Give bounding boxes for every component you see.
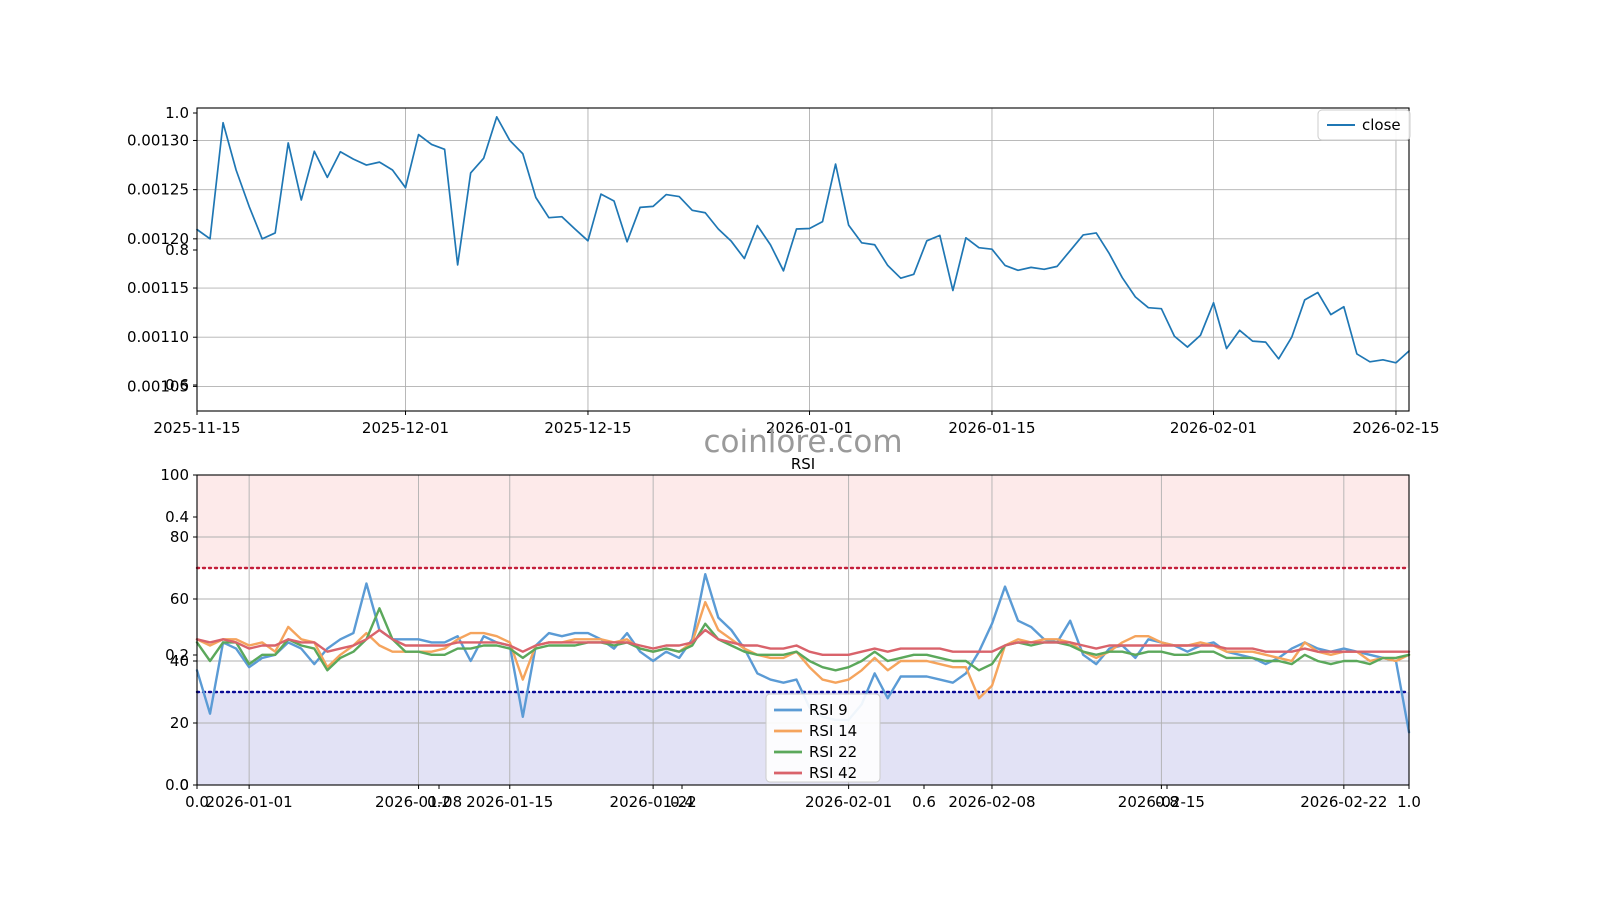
- price-x-tick-label: 2026-02-15: [1352, 419, 1439, 437]
- price-x-tick-label: 2026-01-01: [766, 419, 853, 437]
- rsi-x-tick-label-secondary: 0.4: [670, 793, 694, 811]
- rsi-y-axis: 0 20 40 60 80 100 0.0 0.2 0.4: [160, 466, 197, 794]
- rsi-legend-label-rsi-9: RSI 9: [809, 701, 848, 719]
- rsi-x-tick-label-secondary: 0.8: [1155, 793, 1179, 811]
- watermark-label: coinlore.com: [703, 424, 902, 460]
- rsi-y-tick-label: 100: [160, 466, 189, 484]
- rsi-x-axis: 2026-01-01 2026-01-08 2026-01-15 2026-01-22…: [185, 785, 1421, 811]
- rsi-x-tick-label: 2026-01-15: [466, 793, 553, 811]
- rsi-title: RSI: [791, 455, 815, 473]
- rsi-x-tick-label: 2026-01-08: [375, 793, 462, 811]
- price-y-tick-label: 0.00130: [127, 131, 189, 149]
- price-x-tick-label: 2025-11-15: [153, 419, 240, 437]
- price-x-axis: 2025-11-15 2025-12-01 2025-12-15 2026-01-01…: [153, 411, 1440, 437]
- price-gridlines: [196, 108, 1409, 411]
- price-y-tick-label-secondary: 1.0: [165, 104, 189, 122]
- rsi-legend-box: [765, 693, 881, 783]
- price-series-group: [196, 116, 1410, 364]
- rsi-x-tick-label: 2026-01-01: [206, 793, 293, 811]
- price-x-tick-label: 2025-12-15: [544, 419, 631, 437]
- rsi-y-tick-label-secondary: 0.4: [165, 508, 189, 526]
- rsi-y-tick-label: 60: [170, 590, 189, 608]
- rsi-x-tick-label-secondary: 0.0: [185, 793, 209, 811]
- price-y-axis: 0.00105 0.00110 0.00115 0.00120 0.00125 0.001…: [127, 104, 197, 395]
- price-y-tick-label: 0.00120: [127, 230, 189, 248]
- rsi-x-tick-label: 2026-01-22: [610, 793, 697, 811]
- rsi-y-tick-label: 80: [170, 528, 189, 546]
- rsi-y-tick-label-secondary: 0.0: [165, 776, 189, 794]
- rsi-legend-label-rsi-22: RSI 22: [809, 743, 857, 761]
- price-x-tick-label: 2025-12-01: [362, 419, 449, 437]
- rsi-line-rsi-42: [195, 628, 1411, 656]
- price-y-tick-label-secondary: 0.8: [165, 241, 189, 259]
- rsi-x-tick-label: 2026-02-15: [1118, 793, 1205, 811]
- rsi-title-group: RSI: [791, 455, 815, 473]
- rsi-y-tick-label: 40: [170, 652, 189, 670]
- price-x-tick-label: 2026-01-15: [948, 419, 1035, 437]
- rsi-y-tick-label: 0: [179, 776, 189, 794]
- watermark: coinlore.com: [703, 424, 902, 460]
- price-line-close: [196, 116, 1410, 364]
- rsi-legend-label-rsi-14: RSI 14: [809, 722, 857, 740]
- rsi-axes-frame: [196, 474, 1410, 786]
- price-axes-frame: [196, 107, 1410, 412]
- rsi-y-tick-label: 20: [170, 714, 189, 732]
- price-y-tick-label: 0.00125: [127, 181, 189, 199]
- rsi-x-tick-label-secondary: 0.6: [912, 793, 936, 811]
- price-legend-box: [1317, 109, 1411, 141]
- rsi-x-tick-label-secondary: 1.0: [1397, 793, 1421, 811]
- price-y-tick-label-secondary: 0.6: [165, 376, 189, 394]
- price-y-tick-label: 0.00110: [127, 328, 189, 346]
- price-y-tick-label: 0.00105: [127, 377, 189, 395]
- rsi-x-tick-label: 2026-02-22: [1300, 793, 1387, 811]
- rsi-line-rsi-22: [195, 607, 1411, 672]
- price-y-tick-label: 0.00115: [127, 279, 189, 297]
- rsi-line-rsi-14: [195, 600, 1411, 700]
- rsi-x-tick-label: 2026-02-01: [805, 793, 892, 811]
- price-legend: close: [1317, 109, 1411, 141]
- price-legend-label-close: close: [1362, 116, 1401, 134]
- overbought-zone: [197, 475, 1409, 568]
- rsi-legend: RSI 9 RSI 14 RSI 22 RSI 42: [765, 693, 881, 783]
- price-x-tick-label: 2026-02-01: [1170, 419, 1257, 437]
- rsi-x-tick-label: 2026-02-08: [948, 793, 1035, 811]
- rsi-legend-label-rsi-42: RSI 42: [809, 764, 857, 782]
- rsi-y-tick-label-secondary: 0.2: [165, 646, 189, 664]
- rsi-x-tick-label-secondary: 0.2: [427, 793, 451, 811]
- axes-spines: [196, 107, 1410, 786]
